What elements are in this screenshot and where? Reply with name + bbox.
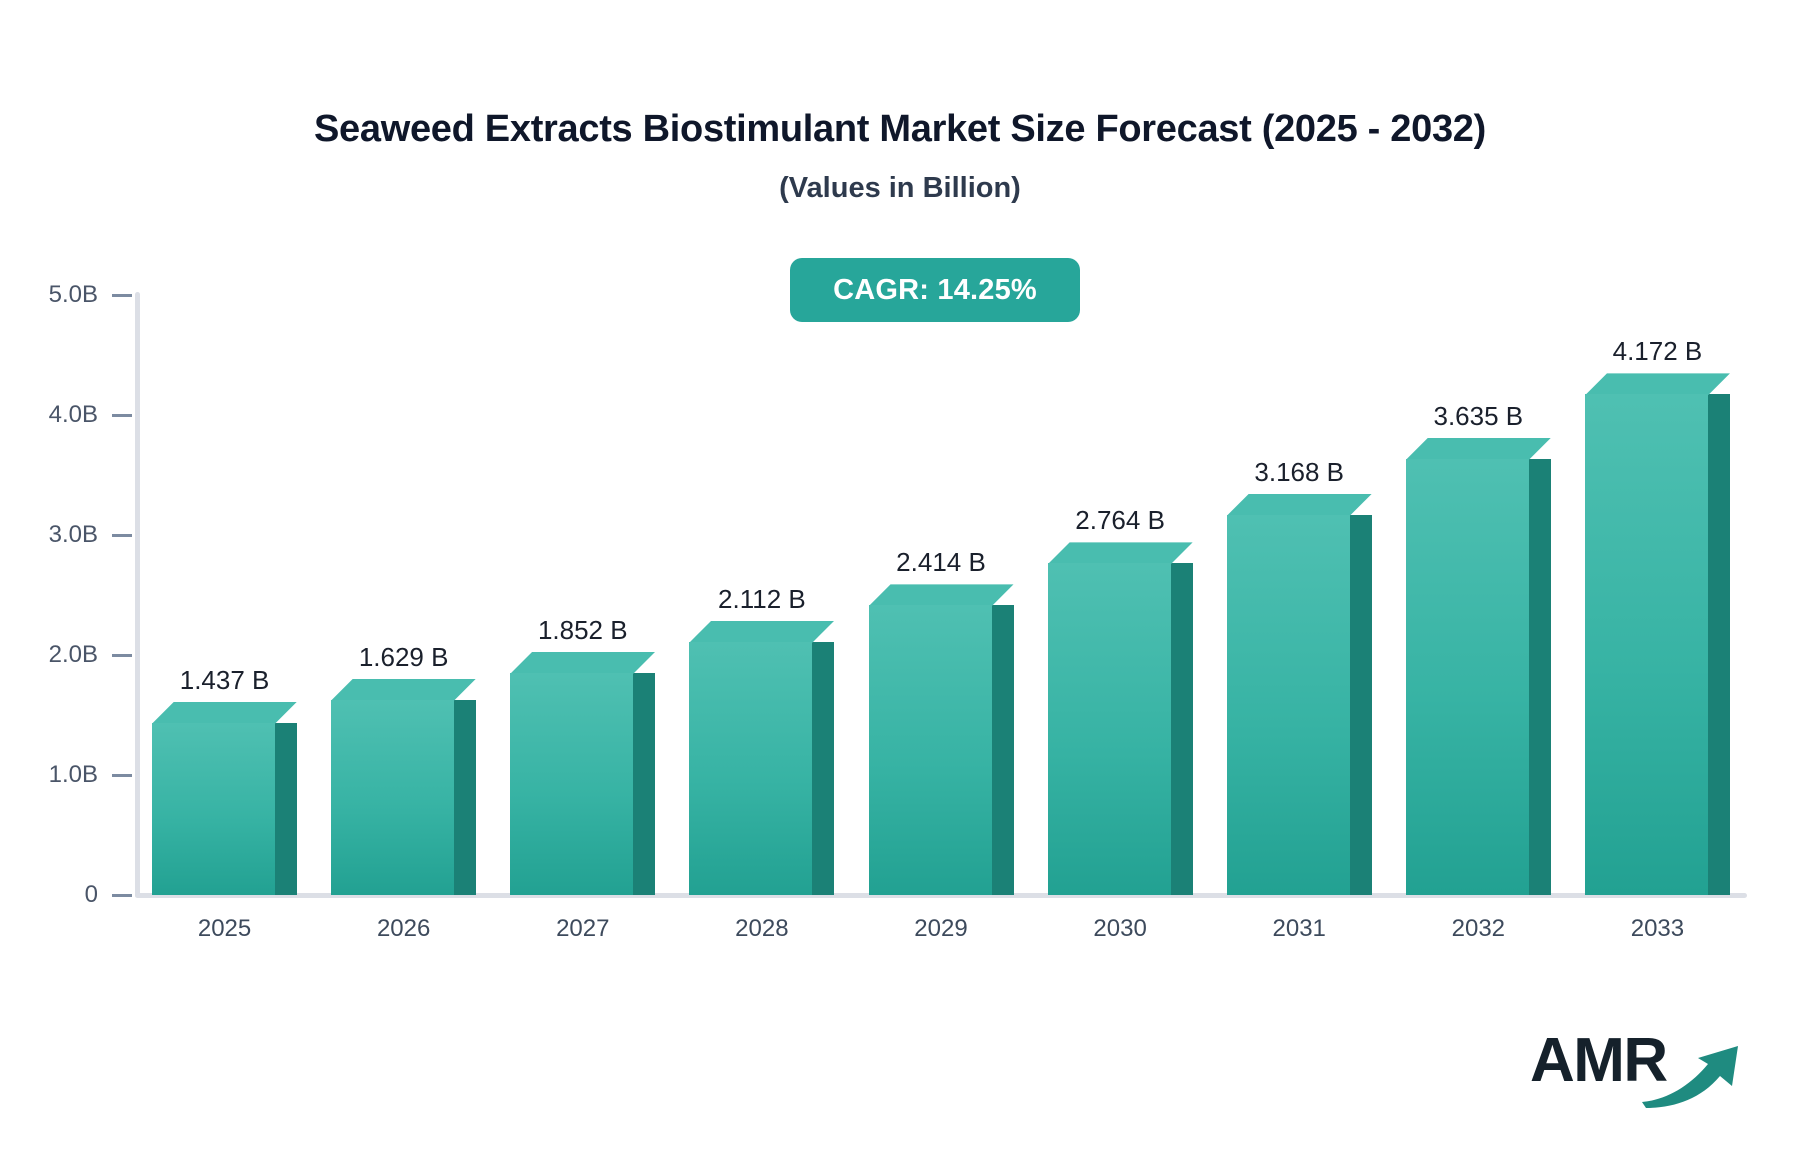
y-axis-tick-label: 1.0B bbox=[48, 761, 98, 788]
y-axis-tick-mark bbox=[112, 293, 132, 297]
bar bbox=[1047, 542, 1193, 895]
y-axis-tick-label: 4.0B bbox=[48, 401, 98, 428]
y-axis-line bbox=[135, 292, 140, 898]
y-axis-tick: 1.0B bbox=[49, 761, 132, 789]
y-axis-tick-label: 3.0B bbox=[48, 521, 98, 548]
bar-top-face bbox=[1405, 437, 1551, 460]
bar bbox=[868, 584, 1014, 895]
y-axis-tick: 0 bbox=[85, 881, 132, 909]
bar-side-face bbox=[1170, 563, 1193, 895]
y-axis-tick-mark bbox=[112, 773, 132, 777]
trending-up-arrow-icon bbox=[1640, 1040, 1750, 1113]
bar-side-face bbox=[454, 699, 477, 895]
bar-top-face bbox=[868, 584, 1014, 607]
y-axis-tick: 2.0B bbox=[49, 641, 132, 669]
bar-side-face bbox=[1528, 458, 1551, 895]
y-axis-tick: 4.0B bbox=[49, 401, 132, 429]
y-axis-tick-mark bbox=[112, 653, 132, 657]
bar-value-label: 1.437 B bbox=[179, 664, 270, 695]
bar-front-face bbox=[1047, 563, 1171, 895]
bar-top-face bbox=[510, 651, 656, 674]
bar-side-face bbox=[633, 672, 656, 895]
x-axis-tick-label: 2033 bbox=[1630, 915, 1685, 942]
x-axis-tick-label: 2027 bbox=[556, 915, 610, 942]
x-axis-tick-label: 2032 bbox=[1451, 915, 1506, 942]
bar-value-label: 3.168 B bbox=[1254, 456, 1345, 487]
bar-front-face bbox=[152, 722, 276, 895]
x-axis-line bbox=[135, 893, 1747, 898]
chart-title: Seaweed Extracts Biostimulant Market Siz… bbox=[314, 108, 1486, 150]
y-axis-tick: 3.0B bbox=[49, 521, 132, 549]
y-axis-tick-mark bbox=[112, 533, 132, 537]
y-axis-tick-mark bbox=[112, 413, 132, 417]
bar-front-face bbox=[689, 641, 813, 895]
bar-top-face bbox=[1584, 373, 1730, 396]
bar bbox=[510, 651, 656, 895]
bar-front-face bbox=[1584, 394, 1708, 895]
y-axis-tick-mark bbox=[112, 893, 132, 897]
x-axis-tick-label: 2025 bbox=[197, 915, 252, 942]
bar-value-label: 2.764 B bbox=[1075, 505, 1165, 536]
bar-value-label: 1.852 B bbox=[537, 614, 628, 645]
bar-top-face bbox=[689, 620, 835, 643]
bar-top-face bbox=[331, 678, 477, 701]
bar bbox=[1584, 373, 1730, 895]
bar bbox=[1405, 437, 1551, 895]
bar bbox=[689, 620, 835, 895]
bar-side-face bbox=[991, 605, 1014, 895]
cagr-badge: CAGR: 14.25% bbox=[790, 258, 1080, 322]
bar-side-face bbox=[1349, 514, 1372, 895]
bar-series: 1.437 B 2025 1.629 B 2026 1.852 B 2027 2.112 B… bbox=[135, 0, 1747, 1156]
bar bbox=[152, 701, 298, 895]
bar bbox=[1226, 493, 1372, 895]
bar-side-face bbox=[275, 722, 298, 895]
bar-front-face bbox=[331, 699, 455, 895]
chart-subtitle: (Values in Billion) bbox=[779, 172, 1021, 204]
y-axis-tick: 5.0B bbox=[49, 281, 132, 309]
amr-logo: AMR bbox=[1530, 1028, 1750, 1108]
bar bbox=[331, 678, 477, 895]
x-axis-tick-label: 2026 bbox=[376, 915, 431, 942]
x-axis-tick-label: 2028 bbox=[735, 915, 789, 942]
bar-side-face bbox=[1707, 394, 1730, 895]
bar-value-label: 1.629 B bbox=[358, 641, 449, 672]
bar-top-face bbox=[1226, 493, 1372, 516]
bar-value-label: 4.172 B bbox=[1612, 336, 1703, 367]
y-axis-tick-label: 2.0B bbox=[48, 641, 98, 668]
y-axis-ticks: 0 1.0B 2.0B 3.0B 4.0B 5.0B bbox=[0, 0, 132, 1156]
bar-side-face bbox=[812, 641, 835, 895]
amr-logo-text: AMR bbox=[1530, 1026, 1668, 1095]
bar-front-face bbox=[510, 672, 634, 895]
y-axis-tick-label: 0 bbox=[84, 881, 98, 908]
bar-value-label: 2.112 B bbox=[718, 583, 806, 614]
bar-value-label: 2.414 B bbox=[896, 547, 986, 578]
x-axis-tick-label: 2031 bbox=[1272, 915, 1326, 942]
x-axis-tick-label: 2030 bbox=[1093, 915, 1147, 942]
bar-value-label: 3.635 B bbox=[1433, 400, 1524, 431]
y-axis-tick-label: 5.0B bbox=[48, 281, 98, 308]
x-axis-tick-label: 2029 bbox=[914, 915, 968, 942]
bar-front-face bbox=[1405, 458, 1529, 895]
bar-top-face bbox=[152, 701, 298, 724]
bar-top-face bbox=[1047, 542, 1193, 565]
bar-front-face bbox=[868, 605, 992, 895]
bar-front-face bbox=[1226, 514, 1350, 895]
